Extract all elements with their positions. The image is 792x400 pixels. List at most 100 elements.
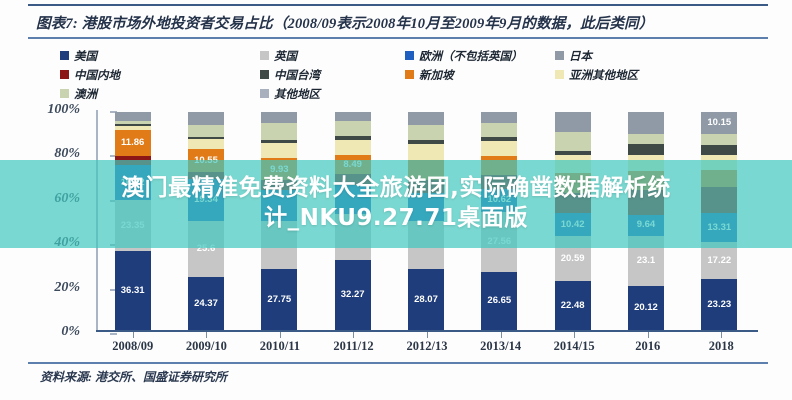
bar-segment	[187, 112, 224, 126]
source-note: 资料来源: 港交所、国盛证券研究所	[40, 370, 227, 384]
bar-segment: 28.07	[407, 268, 444, 330]
watermark-band	[0, 160, 792, 248]
bar-segment-value: 36.31	[120, 284, 145, 296]
bar-segment-value: 32.27	[340, 289, 365, 301]
bar-segment	[334, 136, 371, 140]
bar-segment: 22.48	[554, 280, 591, 330]
legend-swatch-icon	[60, 70, 69, 79]
y-axis-tick-label: 100%	[47, 102, 80, 117]
y-axis-tick-label: 20%	[54, 279, 80, 295]
bar-segment: 10.15	[701, 112, 738, 134]
legend-swatch-icon	[60, 51, 69, 60]
bar-segment	[481, 136, 518, 142]
bar-segment-value: 20.59	[560, 252, 585, 264]
y-axis-tick	[110, 333, 117, 335]
legend-swatch-icon	[260, 89, 269, 98]
legend-item-other-regions[interactable]: 其他地区	[260, 84, 320, 103]
x-axis-tick	[170, 332, 244, 340]
legend-label: 美国	[74, 50, 97, 63]
legend-label: 英国	[274, 50, 297, 63]
x-axis-tick-label: 2011/12	[333, 339, 374, 353]
bar-segment	[407, 140, 444, 145]
x-axis-tick-label: 2010/11	[259, 339, 301, 353]
x-axis-tick	[96, 332, 170, 340]
bottom-rule	[28, 362, 768, 364]
bar-segment	[334, 112, 371, 122]
y-axis-tick-label: 80%	[54, 146, 80, 162]
legend-swatch-icon	[405, 51, 414, 60]
bar-segment-value: 23.1	[636, 255, 656, 267]
bar-segment	[261, 112, 298, 124]
bar-segment	[187, 139, 224, 150]
legend-item-uk[interactable]: 英国	[260, 46, 320, 65]
y-axis-tick	[110, 155, 117, 158]
bar-segment-value: 25.6	[196, 243, 216, 255]
bar-segment: 36.31	[114, 250, 151, 330]
y-axis-tick	[110, 288, 117, 291]
bar-segment	[701, 133, 738, 145]
bar-segment: 23.23	[701, 279, 738, 330]
bar-segment: 26.65	[481, 271, 518, 330]
legend-item-other-asia[interactable]: 亚洲其他地区	[555, 65, 638, 84]
legend-item-japan[interactable]: 日本	[555, 46, 638, 65]
bar-segment	[554, 150, 591, 156]
legend-column-2: 英国 中国台湾 其他地区	[260, 46, 320, 103]
x-axis-tick	[243, 332, 317, 340]
legend-item-us[interactable]: 美国	[60, 46, 120, 65]
bar-segment-value: 26.65	[487, 295, 512, 307]
bar-segment	[701, 144, 738, 155]
x-axis-tick	[537, 332, 611, 340]
bar-segment	[407, 144, 444, 161]
bar-segment-value: 11.86	[121, 136, 145, 148]
bar-segment	[554, 132, 591, 151]
legend-item-europe[interactable]: 欧洲（不包括英国）	[405, 46, 523, 65]
legend-swatch-icon	[60, 89, 69, 98]
bar-segment	[114, 123, 151, 126]
bar-segment-value: 27.75	[267, 293, 292, 305]
bar-segment	[554, 112, 591, 133]
bar-segment	[481, 141, 518, 157]
bar-segment	[261, 123, 298, 141]
legend-item-mainland-china[interactable]: 中国内地	[60, 65, 120, 84]
legend-swatch-icon	[260, 51, 269, 60]
legend-swatch-icon	[260, 70, 269, 79]
legend-label: 澳洲	[74, 88, 97, 101]
x-axis-tick-label: 2008/09	[112, 339, 154, 353]
bar-segment	[481, 112, 518, 124]
bar-segment: 24.37	[187, 276, 224, 330]
bar-segment	[627, 134, 664, 145]
y-axis-tick	[110, 111, 117, 113]
x-axis-tick-label: 2016	[635, 339, 661, 353]
legend-label: 中国内地	[74, 69, 120, 82]
x-axis-tick-label: 2014/15	[553, 339, 595, 353]
bar-segment	[114, 112, 151, 122]
x-axis-ticks	[96, 332, 758, 340]
legend-label: 欧洲（不包括英国）	[419, 50, 523, 63]
bar-segment	[261, 140, 298, 144]
legend-label: 新加坡	[419, 69, 454, 82]
bar-segment	[627, 112, 664, 135]
figure-caption: 图表7: 港股市场外地投资者交易占比（2008/09表示2008年10月至200…	[36, 16, 654, 32]
x-axis-tick	[317, 332, 391, 340]
top-rule	[28, 4, 768, 6]
legend-item-australia[interactable]: 澳洲	[60, 84, 120, 103]
bar-segment: 20.12	[627, 286, 664, 330]
bar-segment: 17.22	[701, 241, 738, 280]
bar-segment-value: 20.12	[634, 302, 658, 314]
bar-segment	[187, 125, 224, 137]
bar-segment	[261, 143, 298, 159]
x-axis-labels: 2008/09 2009/10 2010/11 2011/12 2012/13 2013/…	[96, 339, 758, 354]
legend-item-taiwan[interactable]: 中国台湾	[260, 65, 320, 84]
bar-segment-value: 10.15	[707, 117, 732, 129]
bar-segment-value: 24.37	[194, 297, 218, 309]
bar-segment	[187, 136, 224, 140]
legend-item-singapore[interactable]: 新加坡	[405, 65, 523, 84]
legend-swatch-icon	[555, 70, 564, 79]
legend-swatch-icon	[555, 51, 564, 60]
bar-segment: 27.75	[261, 269, 298, 330]
legend-label: 亚洲其他地区	[569, 69, 638, 82]
bar-segment	[334, 139, 371, 156]
y-axis-tick-label: 0%	[61, 324, 80, 339]
x-axis-tick-label: 2009/10	[185, 339, 227, 353]
